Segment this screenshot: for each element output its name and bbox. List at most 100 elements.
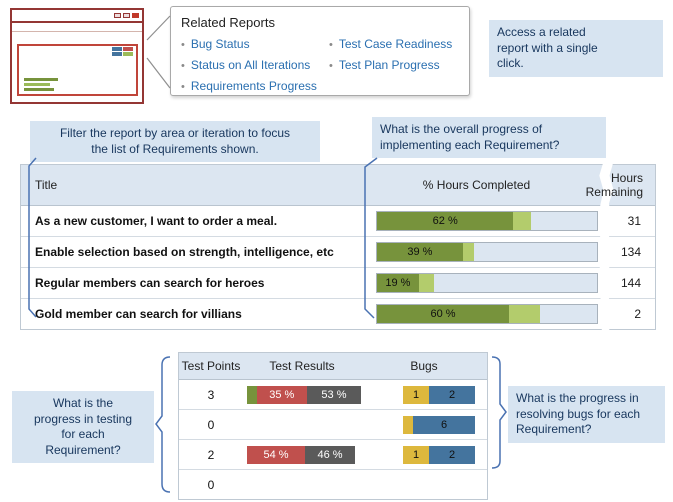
mini-report-bars (24, 78, 58, 91)
progress-bar: 62 % (376, 211, 598, 231)
test-results-cell: 54 % 46 % (243, 445, 361, 464)
mini-report-table (112, 47, 133, 56)
bug-segment: 2 (429, 445, 475, 464)
bug-segment: 1 (403, 445, 429, 464)
related-reports-title: Related Reports (181, 15, 275, 30)
column-header-hours-completed: % Hours Completed (422, 178, 531, 192)
minimize-icon (114, 13, 121, 18)
related-reports-columns: • Bug Status • Status on All Iterations • Req… (181, 37, 459, 93)
table-row: Regular members can search for heroes 19 … (21, 268, 655, 299)
test-table-body: 3 35 % 53 % 1 2 0 6 2 54 % 46 % 1 2 0 (179, 380, 487, 499)
requirement-title: Regular members can search for heroes (35, 276, 265, 290)
secondary-segment (513, 212, 531, 230)
hours-completed-cell: 62 % (376, 211, 600, 231)
hours-completed-cell: 60 % (376, 304, 600, 324)
secondary-segment (509, 305, 540, 323)
bug-segment: 2 (429, 385, 475, 404)
column-header-hours-remaining: Hours Remaining (585, 170, 643, 199)
test-points-value: 3 (207, 387, 215, 402)
test-results-cell: 35 % 53 % (243, 385, 361, 404)
table-row: 0 (179, 470, 487, 499)
right-curly-brace (491, 356, 507, 469)
table-row: Gold member can search for villians 60 % 2 (21, 299, 655, 329)
bullet-icon: • (329, 60, 333, 72)
hours-completed-cell: 19 % (376, 273, 600, 293)
related-reports-panel: Related Reports • Bug Status • Status on Al… (170, 6, 470, 96)
related-report-item: • Test Plan Progress (329, 58, 452, 72)
bubble-tail-bottom (146, 57, 171, 89)
test-results-segment: 46 % (305, 445, 355, 464)
related-reports-column-1: • Bug Status • Status on All Iterations • Req… (181, 37, 329, 93)
completed-segment: 19 % (377, 274, 419, 292)
related-report-item: • Test Case Readiness (329, 37, 452, 51)
related-report-link[interactable]: Bug Status (190, 37, 250, 51)
hours-remaining-value: 2 (634, 307, 641, 321)
test-results-segment: 54 % (247, 445, 305, 464)
column-header-test-results: Test Results (269, 359, 335, 373)
table-row: As a new customer, I want to order a mea… (21, 206, 655, 237)
hours-remaining-value: 31 (627, 214, 641, 228)
requirement-title: Enable selection based on strength, inte… (35, 245, 334, 259)
completed-label: 60 % (430, 308, 456, 320)
completed-segment: 39 % (377, 243, 463, 261)
completed-segment: 60 % (377, 305, 509, 323)
callout-bug-progress: What is the progress in resolving bugs f… (508, 386, 665, 443)
test-table-header: Test Points Test Results Bugs (179, 353, 487, 380)
bug-segment: 1 (403, 385, 429, 404)
requirement-title: Gold member can search for villians (35, 307, 242, 321)
hours-remaining-value: 144 (620, 276, 641, 290)
column-header-test-points: Test Points (181, 359, 241, 373)
callout-filter-report: Filter the report by area or iteration t… (30, 121, 320, 163)
test-table: Test Points Test Results Bugs 3 35 % 53 % 1… (178, 352, 488, 500)
test-results-segment: 53 % (306, 385, 361, 404)
progress-bar: 39 % (376, 242, 598, 262)
callout-access-related-report: Access a related report with a single cl… (489, 20, 663, 77)
test-points-value: 2 (207, 447, 215, 462)
completed-label: 39 % (407, 246, 433, 258)
bugs-cell: 6 (361, 415, 487, 434)
column-header-bugs: Bugs (410, 359, 438, 373)
bug-segment (403, 415, 413, 434)
callout-overall-progress: What is the overall progress of implemen… (372, 117, 606, 159)
thumbnail-titlebar (12, 10, 142, 23)
bullet-icon: • (329, 39, 333, 51)
bullet-icon: • (181, 81, 185, 93)
table-row: 2 54 % 46 % 1 2 (179, 440, 487, 470)
bullet-icon: • (181, 39, 185, 51)
test-points-value: 0 (207, 477, 215, 492)
test-results-bar: 54 % 46 % (247, 445, 361, 464)
completed-label: 19 % (385, 277, 411, 289)
bullet-icon: • (181, 60, 185, 72)
requirements-table: Title % Hours Completed Hours Remaining … (20, 164, 656, 330)
completed-segment: 62 % (377, 212, 514, 230)
progress-bar: 19 % (376, 273, 598, 293)
related-report-item: • Status on All Iterations (181, 58, 329, 72)
highlight-frame (17, 44, 138, 96)
requirements-table-header: Title % Hours Completed Hours Remaining (21, 165, 655, 206)
hours-remaining-value: 134 (620, 245, 641, 259)
related-report-item: • Bug Status (181, 37, 329, 51)
related-report-link[interactable]: Test Plan Progress (338, 58, 440, 72)
progress-bar: 60 % (376, 304, 598, 324)
related-report-item: • Requirements Progress (181, 79, 329, 93)
column-header-title: Title (35, 178, 58, 192)
related-reports-column-2: • Test Case Readiness • Test Plan Progress (329, 37, 452, 93)
related-report-link[interactable]: Test Case Readiness (338, 37, 453, 51)
test-results-segment (247, 385, 257, 404)
related-report-link[interactable]: Requirements Progress (190, 79, 317, 93)
hours-completed-cell: 39 % (376, 242, 600, 262)
left-curly-brace (155, 356, 171, 493)
report-window-thumbnail (10, 8, 144, 104)
test-points-value: 0 (207, 417, 215, 432)
bug-segment: 6 (413, 415, 475, 434)
secondary-segment (462, 243, 474, 261)
thumbnail-content (12, 32, 142, 101)
table-row: 3 35 % 53 % 1 2 (179, 380, 487, 410)
related-report-link[interactable]: Status on All Iterations (190, 58, 311, 72)
close-icon (132, 13, 139, 18)
